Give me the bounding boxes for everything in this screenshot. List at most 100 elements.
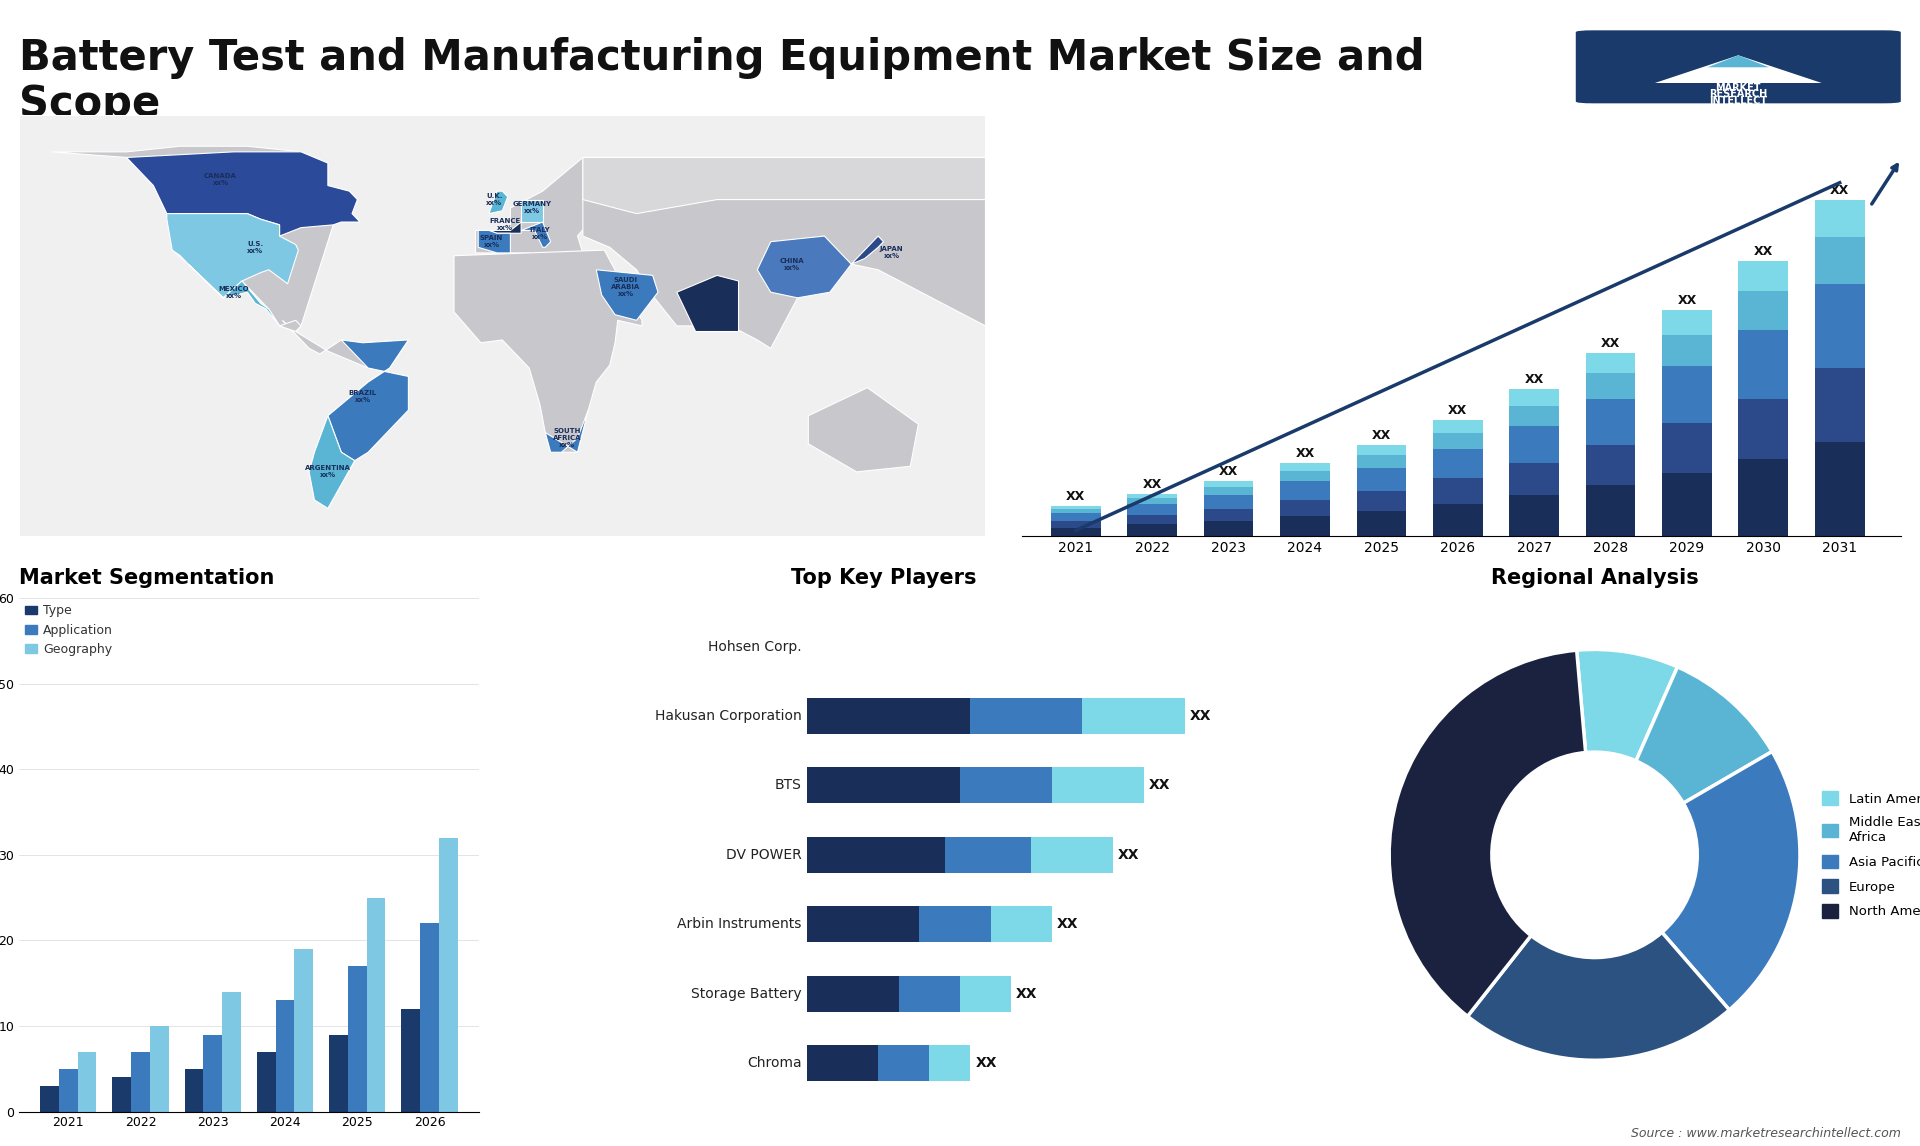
Text: ARGENTINA
xx%: ARGENTINA xx%: [305, 465, 351, 478]
Text: GERMANY
xx%: GERMANY xx%: [513, 202, 551, 214]
Bar: [420, 924, 440, 1112]
Bar: [1509, 406, 1559, 426]
Text: MEXICO
xx%: MEXICO xx%: [219, 285, 250, 299]
Polygon shape: [188, 264, 280, 325]
Text: XX: XX: [1016, 987, 1037, 1000]
Bar: [1281, 463, 1331, 471]
Bar: [1432, 504, 1482, 536]
Text: Source : www.marketresearchintellect.com: Source : www.marketresearchintellect.com: [1630, 1128, 1901, 1140]
Text: XX: XX: [1524, 374, 1544, 386]
Polygon shape: [490, 191, 507, 213]
Title: Top Key Players: Top Key Players: [791, 568, 975, 588]
Bar: [1050, 505, 1100, 509]
Bar: [1663, 473, 1713, 536]
Wedge shape: [1390, 650, 1586, 1017]
Bar: [1204, 487, 1254, 495]
Bar: [150, 1026, 169, 1112]
Bar: [1814, 368, 1864, 442]
Polygon shape: [520, 222, 551, 248]
Bar: [440, 838, 457, 1112]
Text: JAPAN
xx%: JAPAN xx%: [879, 246, 902, 259]
Bar: [1357, 445, 1405, 455]
Bar: [899, 975, 960, 1012]
Bar: [223, 991, 240, 1112]
Polygon shape: [597, 269, 659, 320]
Bar: [113, 1077, 131, 1112]
Bar: [877, 1045, 929, 1081]
Text: Chroma: Chroma: [747, 1057, 803, 1070]
Bar: [204, 1035, 223, 1112]
Bar: [1083, 698, 1185, 735]
Bar: [1031, 837, 1114, 873]
Bar: [40, 1086, 60, 1112]
Text: FRANCE
xx%: FRANCE xx%: [490, 219, 520, 231]
Text: XX: XX: [1371, 429, 1390, 441]
Bar: [1432, 478, 1482, 504]
Bar: [1738, 399, 1788, 460]
Bar: [945, 837, 1031, 873]
Bar: [1357, 490, 1405, 511]
Text: XX: XX: [1142, 478, 1162, 490]
Polygon shape: [19, 116, 985, 536]
Text: DV POWER: DV POWER: [726, 848, 803, 862]
Bar: [1432, 433, 1482, 449]
Bar: [1204, 495, 1254, 509]
Bar: [184, 1069, 204, 1112]
Bar: [806, 768, 960, 803]
Bar: [1204, 481, 1254, 487]
Text: XX: XX: [1058, 917, 1079, 932]
Text: XX: XX: [1219, 465, 1238, 478]
Bar: [131, 1052, 150, 1112]
Bar: [1432, 449, 1482, 478]
Bar: [1204, 509, 1254, 521]
Bar: [1738, 291, 1788, 330]
Text: Hakusan Corporation: Hakusan Corporation: [655, 709, 803, 723]
Bar: [1127, 499, 1177, 504]
Bar: [991, 906, 1052, 942]
Text: Market Segmentation: Market Segmentation: [19, 568, 275, 588]
FancyBboxPatch shape: [1576, 30, 1901, 103]
Bar: [1738, 330, 1788, 399]
Bar: [1204, 521, 1254, 536]
Bar: [276, 1000, 294, 1112]
Bar: [1281, 481, 1331, 500]
Text: RESEARCH: RESEARCH: [1709, 89, 1768, 99]
Text: XX: XX: [1678, 293, 1697, 307]
Text: SOUTH
AFRICA
xx%: SOUTH AFRICA xx%: [553, 429, 582, 448]
Polygon shape: [584, 157, 985, 348]
Bar: [1357, 468, 1405, 490]
Bar: [1586, 399, 1636, 445]
Bar: [970, 698, 1083, 735]
Bar: [806, 837, 945, 873]
Polygon shape: [678, 275, 739, 331]
Text: BRAZIL
xx%: BRAZIL xx%: [349, 390, 376, 402]
Bar: [1663, 367, 1713, 423]
Bar: [294, 949, 313, 1112]
Bar: [1050, 509, 1100, 513]
Bar: [1127, 525, 1177, 536]
Wedge shape: [1467, 933, 1730, 1060]
Polygon shape: [808, 387, 918, 472]
Bar: [257, 1052, 276, 1112]
Text: U.S.
xx%: U.S. xx%: [248, 241, 263, 253]
Text: XX: XX: [1117, 848, 1140, 862]
Polygon shape: [282, 320, 409, 509]
Polygon shape: [280, 320, 301, 331]
Bar: [1814, 199, 1864, 236]
Bar: [77, 1052, 96, 1112]
Text: XX: XX: [1753, 245, 1772, 258]
Bar: [367, 897, 386, 1112]
Legend: Latin America, Middle East &
Africa, Asia Pacific, Europe, North America: Latin America, Middle East & Africa, Asi…: [1816, 786, 1920, 924]
Polygon shape: [756, 236, 851, 298]
Legend: Type, Application, Geography: Type, Application, Geography: [25, 604, 113, 656]
Text: XX: XX: [975, 1057, 996, 1070]
Text: MARKET: MARKET: [1716, 83, 1761, 93]
Bar: [1127, 515, 1177, 525]
Bar: [348, 966, 367, 1112]
Polygon shape: [545, 410, 588, 453]
Polygon shape: [520, 199, 543, 222]
Bar: [1509, 426, 1559, 463]
Text: XX: XX: [1148, 778, 1171, 792]
Bar: [1738, 460, 1788, 536]
Bar: [806, 975, 899, 1012]
